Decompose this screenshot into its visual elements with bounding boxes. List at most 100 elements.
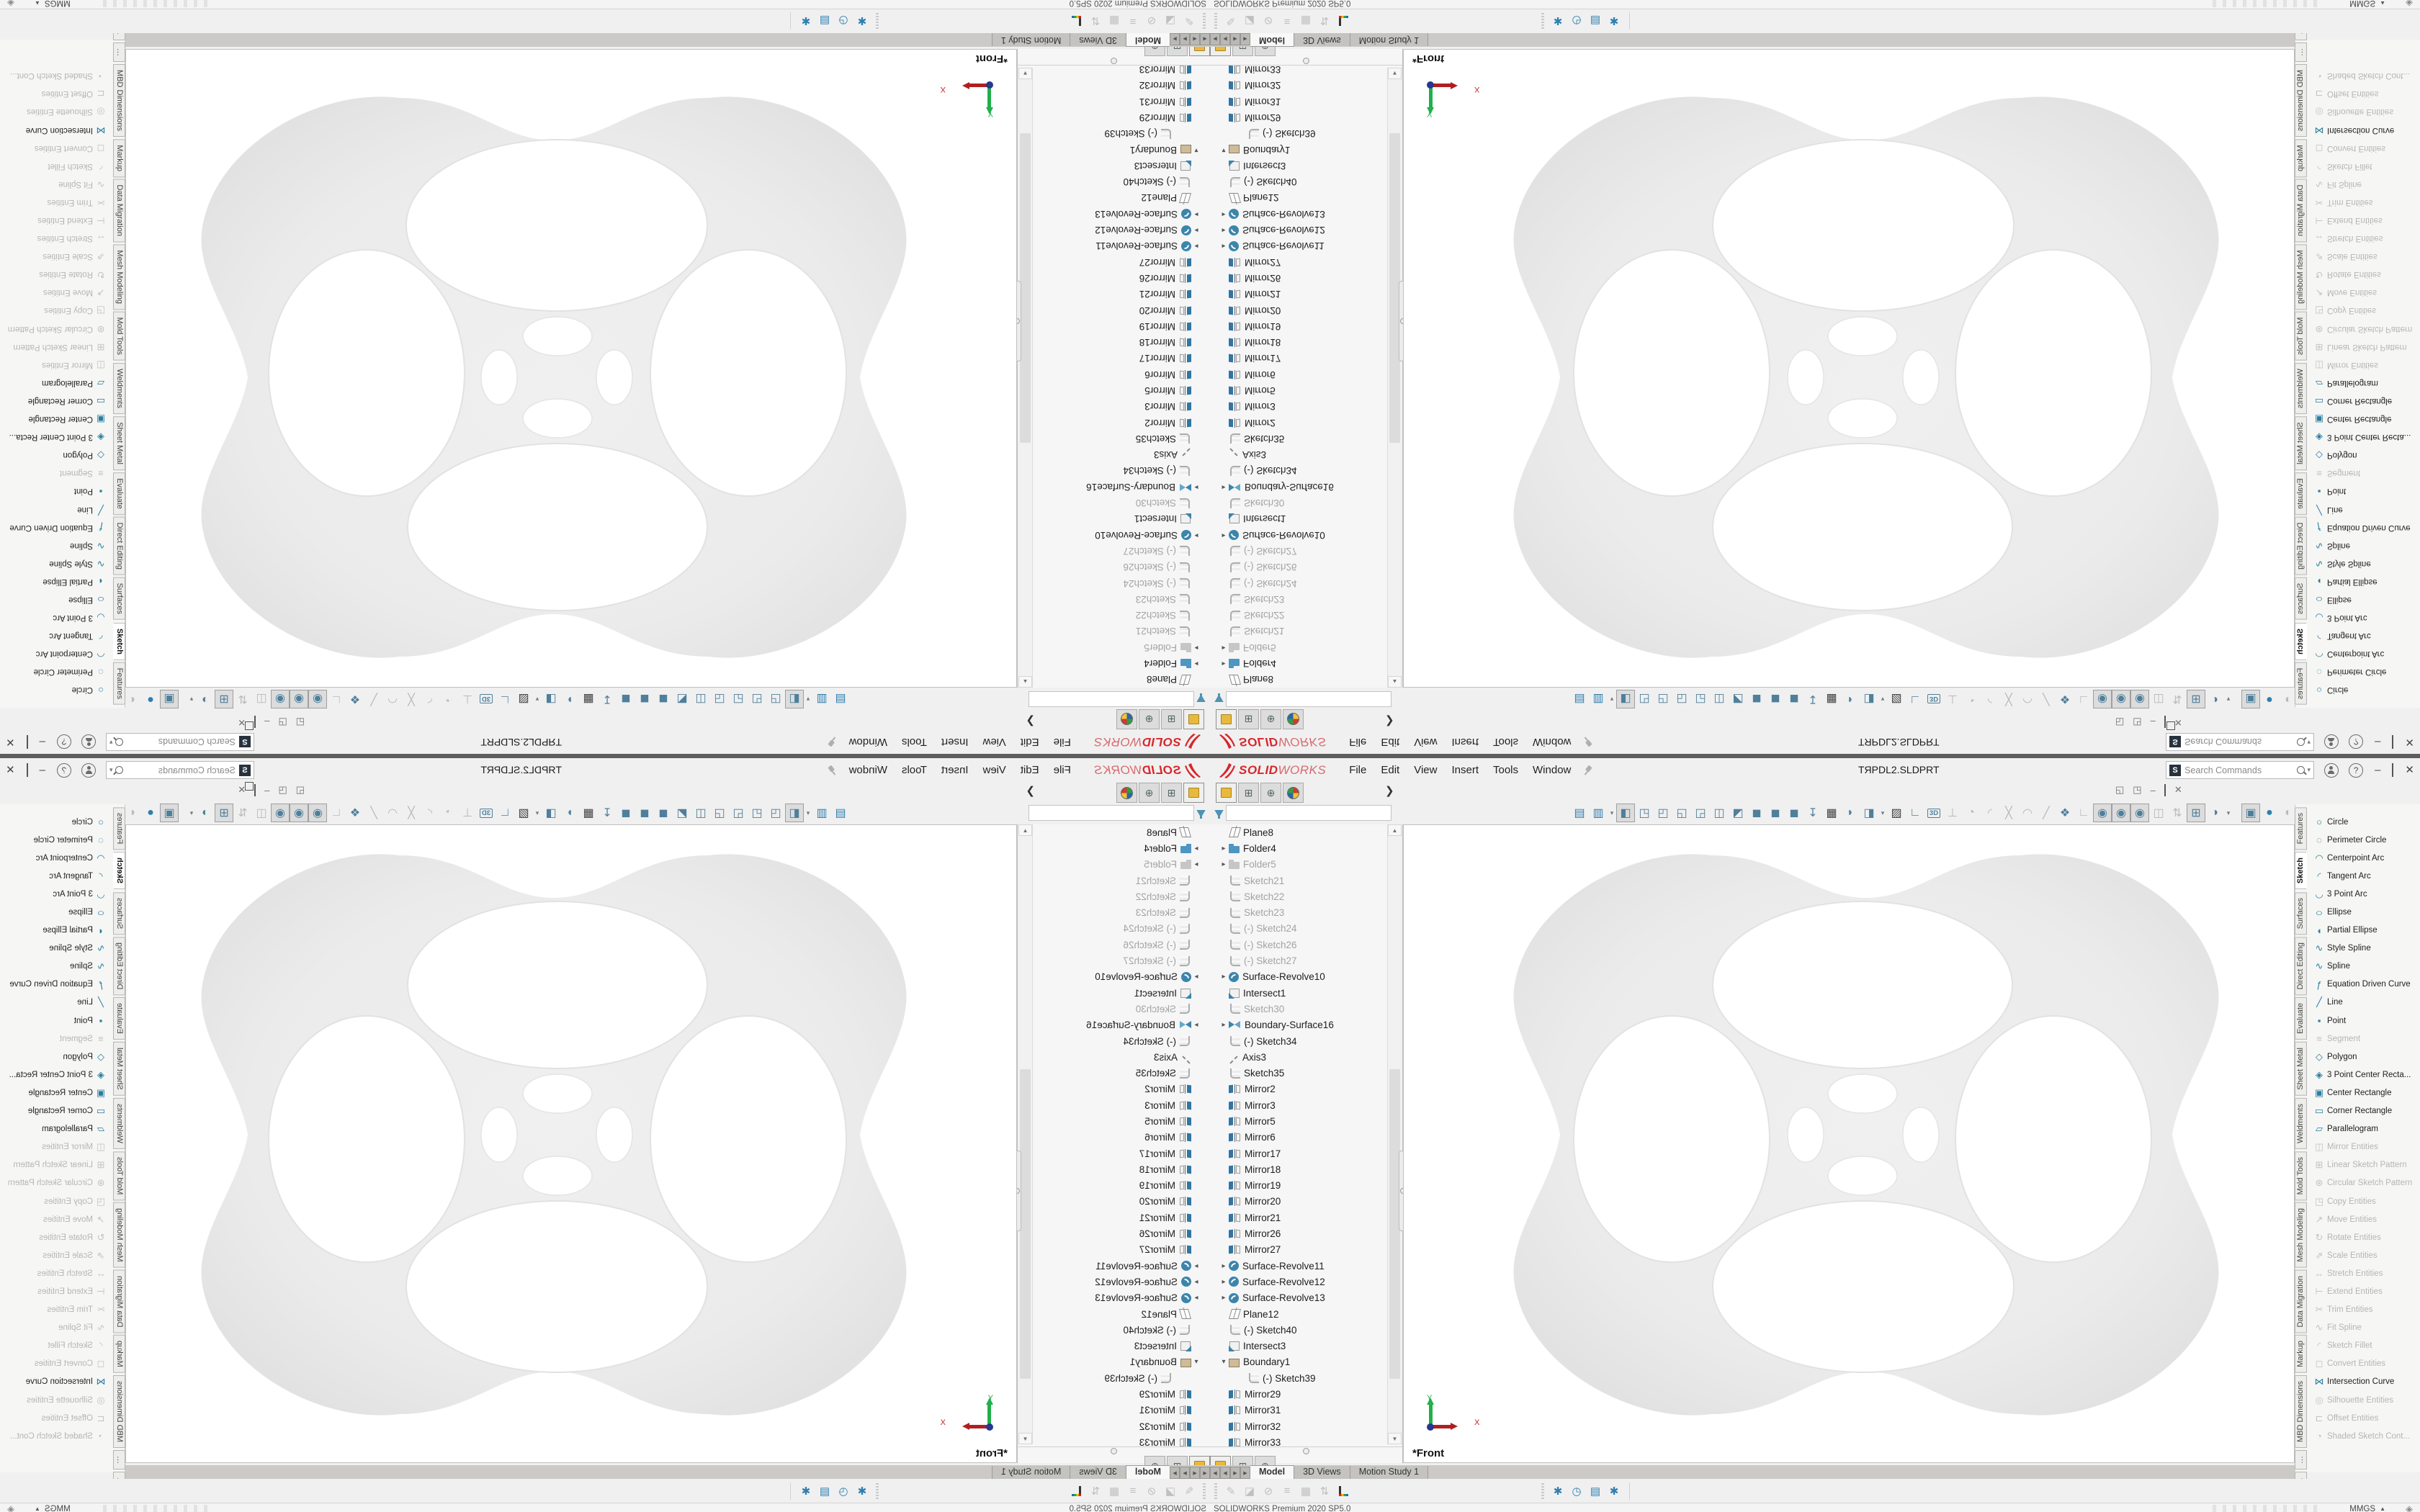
dropdown-caret-icon[interactable]: ▾ <box>189 809 194 816</box>
tree-item[interactable]: (-) Sketch39 <box>1210 126 1388 142</box>
scroll-down-icon[interactable]: ▼ <box>1388 68 1402 79</box>
tree-item[interactable]: ▸ Surface-Revolve13 <box>1210 1290 1388 1306</box>
tree-item[interactable]: Mirror29 <box>1032 109 1210 125</box>
hide-fillets-icon[interactable]: ◜ <box>1987 807 1993 819</box>
cmd-tab-mold-tools[interactable]: Mold Tools <box>2295 311 2307 361</box>
hide-arcs-icon[interactable]: ◠ <box>387 807 398 819</box>
cmd-tab-mold-tools[interactable]: Mold Tools <box>113 311 125 361</box>
menu-window[interactable]: Window <box>1533 763 1572 776</box>
view-orientation-back-icon[interactable]: ◳ <box>1639 807 1650 819</box>
show-planes-icon[interactable]: ◫ <box>2153 693 2164 705</box>
units-caret-icon[interactable]: ▲ <box>35 1506 40 1512</box>
tree-item[interactable]: Mirror29 <box>1210 109 1388 125</box>
cmd-tab-surfaces[interactable]: Surfaces <box>2295 577 2307 621</box>
cmd-tab-weldments[interactable]: Weldments <box>113 363 125 415</box>
markup-flip-icon[interactable]: ⇅ <box>1319 1485 1330 1498</box>
tool-tangent-arc[interactable]: ◜ Tangent Arc <box>0 867 109 885</box>
tree-item[interactable]: Mirror33 <box>1210 66 1388 78</box>
view-orientation-bottom-icon[interactable]: ◫ <box>1713 693 1725 705</box>
edit-appearance-icon[interactable]: ▣ <box>2241 804 2260 822</box>
view-orientation-bottom-icon[interactable]: ◫ <box>695 807 707 819</box>
tree-item[interactable]: Mirror20 <box>1032 302 1210 318</box>
3d-sketch-icon[interactable]: 3D <box>477 690 496 708</box>
tree-item[interactable]: (-) Sketch34 <box>1210 1033 1388 1049</box>
toolbar-grip[interactable] <box>876 1482 879 1499</box>
save-icon[interactable]: ▤ <box>1574 807 1585 819</box>
history-clock-icon[interactable]: ◷ <box>838 14 848 27</box>
expand-panel-chevron-icon[interactable]: ❯ <box>1385 785 1394 797</box>
tab-nav-icon-3[interactable]: ▶ <box>1170 33 1180 45</box>
tool-corner-rectangle[interactable]: ▭ Corner Rectangle <box>2311 1102 2420 1120</box>
tree-item[interactable]: Mirror26 <box>1032 1225 1210 1241</box>
view-orientation-top-icon[interactable]: ◲ <box>714 693 725 705</box>
normal-to-icon[interactable]: ↧ <box>602 807 612 819</box>
menu-file[interactable]: File <box>1053 736 1071 749</box>
tab-nav-icon-0[interactable]: ◀ <box>1200 33 1210 45</box>
tree-item[interactable]: Mirror29 <box>1210 1386 1388 1402</box>
edit-appearance-icon[interactable]: ▣ <box>2241 690 2260 708</box>
doc-close-button[interactable]: ✕ <box>238 717 246 728</box>
cmd-tab-sketch[interactable]: Sketch <box>2295 622 2307 660</box>
display-style-icon[interactable]: ◨ <box>1863 693 1875 705</box>
tool-tangent-arc[interactable]: ◜ Tangent Arc <box>2311 627 2420 645</box>
section-view-icon[interactable]: ◗ <box>1847 693 1854 706</box>
help-icon[interactable]: ? <box>2349 762 2364 778</box>
tree-item[interactable]: Plane8 <box>1032 672 1210 688</box>
configurationmanager-tab[interactable]: ⊕ <box>1255 1456 1276 1465</box>
tree-expand-icon[interactable]: ▸ <box>1194 643 1198 652</box>
tree-expand-icon[interactable]: ▸ <box>1222 210 1226 218</box>
cmd-tab-sheet-metal[interactable]: Sheet Metal <box>2295 1042 2307 1096</box>
tree-item[interactable]: Intersect3 <box>1210 1338 1388 1354</box>
tool-center-rectangle[interactable]: ▣ Center Rectangle <box>0 410 109 428</box>
doc-tab-3d-views[interactable]: 3D Views <box>1070 1466 1126 1479</box>
model-reload-icon[interactable]: ▥ <box>816 807 828 819</box>
tree-item[interactable]: ▾ Boundary1 <box>1032 1354 1210 1370</box>
menu-tools[interactable]: Tools <box>1492 736 1519 749</box>
tab-nav-icon-1[interactable]: ◀ <box>1220 33 1230 45</box>
tool-polygon[interactable]: ◇ Polygon <box>0 1048 109 1066</box>
dropdown-caret-icon[interactable]: ▾ <box>2226 809 2231 816</box>
tree-item[interactable]: ▸ Folder5 <box>1210 639 1388 655</box>
view-visibility-icon[interactable]: ◑ <box>2211 693 2218 706</box>
tool-style-spline[interactable]: ∿ Style Spline <box>2311 940 2420 958</box>
doc-minimize-button[interactable]: – <box>2150 716 2156 728</box>
tree-item[interactable]: Mirror17 <box>1032 1146 1210 1161</box>
propertymanager-tab[interactable]: ⊞ <box>1161 783 1182 803</box>
cmd-tab--[interactable]: … <box>2295 42 2307 63</box>
save-icon[interactable]: ▤ <box>835 693 846 705</box>
markup-lines-icon[interactable]: ≡ <box>1129 1485 1137 1497</box>
menu-window[interactable]: Window <box>1533 736 1572 749</box>
close-button[interactable]: ✕ <box>2405 736 2414 748</box>
markup-flip-icon[interactable]: ⇅ <box>1090 14 1101 27</box>
tree-item[interactable]: Sketch23 <box>1210 591 1388 607</box>
tree-item[interactable]: Mirror5 <box>1032 382 1210 398</box>
cmd-tab-features[interactable]: Features <box>2295 807 2307 850</box>
menu-file[interactable]: File <box>1349 763 1367 776</box>
tree-item[interactable]: Intersect1 <box>1210 985 1388 1001</box>
tree-item[interactable]: Mirror27 <box>1210 1242 1388 1258</box>
tree-expand-icon[interactable]: ▸ <box>1194 210 1198 218</box>
tree-expand-icon[interactable]: ▸ <box>1222 1294 1226 1302</box>
doc-next-icon[interactable]: ◳ <box>278 784 287 795</box>
toolbar-grip[interactable] <box>1541 1482 1544 1499</box>
cmd-tab-mold-tools[interactable]: Mold Tools <box>113 1151 125 1201</box>
tree-scrollbar-thumb[interactable] <box>1020 133 1031 443</box>
hide-lines-icon[interactable]: ╱ <box>370 693 377 705</box>
view-shaded-icon[interactable]: ◼ <box>1770 693 1780 705</box>
tool-line[interactable]: ╱ Line <box>2311 500 2420 518</box>
tree-item[interactable]: ▸ Surface-Revolve11 <box>1032 238 1210 254</box>
model-reload-icon[interactable]: ▥ <box>816 693 828 705</box>
tool-point[interactable]: ▪ Point <box>0 1012 109 1030</box>
dropdown-caret-icon[interactable]: ▾ <box>1881 696 1885 703</box>
tree-item[interactable]: Mirror20 <box>1210 302 1388 318</box>
menu-edit[interactable]: Edit <box>1381 736 1400 749</box>
tree-item[interactable]: Intersect3 <box>1210 158 1388 174</box>
tool-spline[interactable]: ∿ Spline <box>0 958 109 976</box>
markup-pen-icon[interactable]: ✎ <box>1226 1485 1236 1498</box>
restore-button[interactable] <box>26 735 28 749</box>
tool-equation-driven-curve[interactable]: ƒ Equation Driven Curve <box>0 518 109 536</box>
scroll-up-icon[interactable]: ▲ <box>1388 824 1402 836</box>
tree-item[interactable]: ▸ Folder5 <box>1210 857 1388 873</box>
show-curves-icon[interactable]: ◉ <box>2112 690 2130 708</box>
scroll-up-icon[interactable]: ▲ <box>1018 824 1032 836</box>
